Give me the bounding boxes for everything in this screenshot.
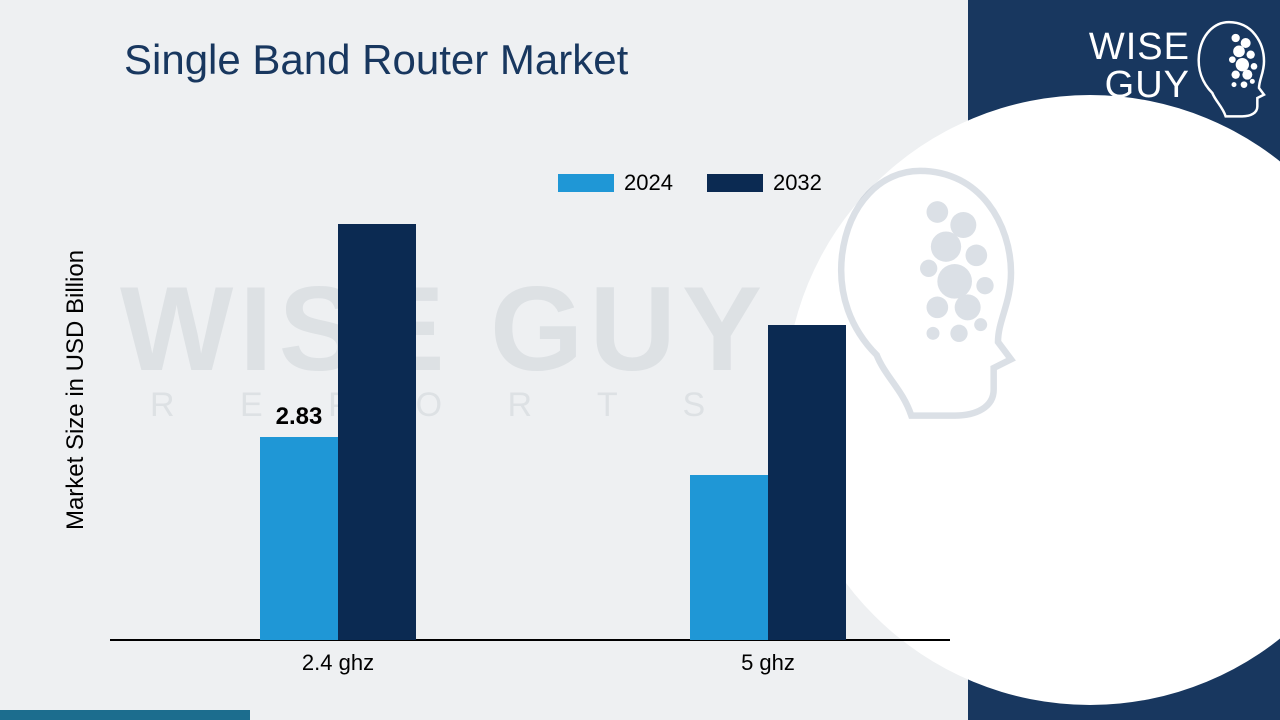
bar (690, 475, 768, 640)
legend-label: 2024 (624, 170, 673, 196)
legend-item: 2024 (558, 170, 673, 196)
plot-area (110, 210, 950, 640)
legend-swatch (707, 174, 763, 192)
x-axis-category-label: 5 ghz (688, 650, 848, 676)
chart-title: Single Band Router Market (124, 36, 628, 84)
logo-head-icon (1186, 18, 1272, 118)
y-axis-label: Market Size in USD Billion (62, 190, 90, 590)
bar-value-label: 2.83 (250, 403, 348, 431)
x-axis-category-label: 2.4 ghz (258, 650, 418, 676)
logo-sub-text: REPORTS (1000, 108, 1190, 126)
bar (260, 437, 338, 640)
logo-main-text: WISE GUY (1000, 28, 1190, 104)
bar (338, 224, 416, 640)
bar (768, 325, 846, 640)
legend-swatch (558, 174, 614, 192)
legend-label: 2032 (773, 170, 822, 196)
legend-item: 2032 (707, 170, 822, 196)
legend: 2024 2032 (558, 170, 822, 196)
bottom-accent-bar (0, 710, 250, 720)
brand-logo: WISE GUY REPORTS (1000, 28, 1190, 126)
chart-canvas: WISE GUYR E P O R T SSingle Band Router … (0, 0, 1280, 720)
